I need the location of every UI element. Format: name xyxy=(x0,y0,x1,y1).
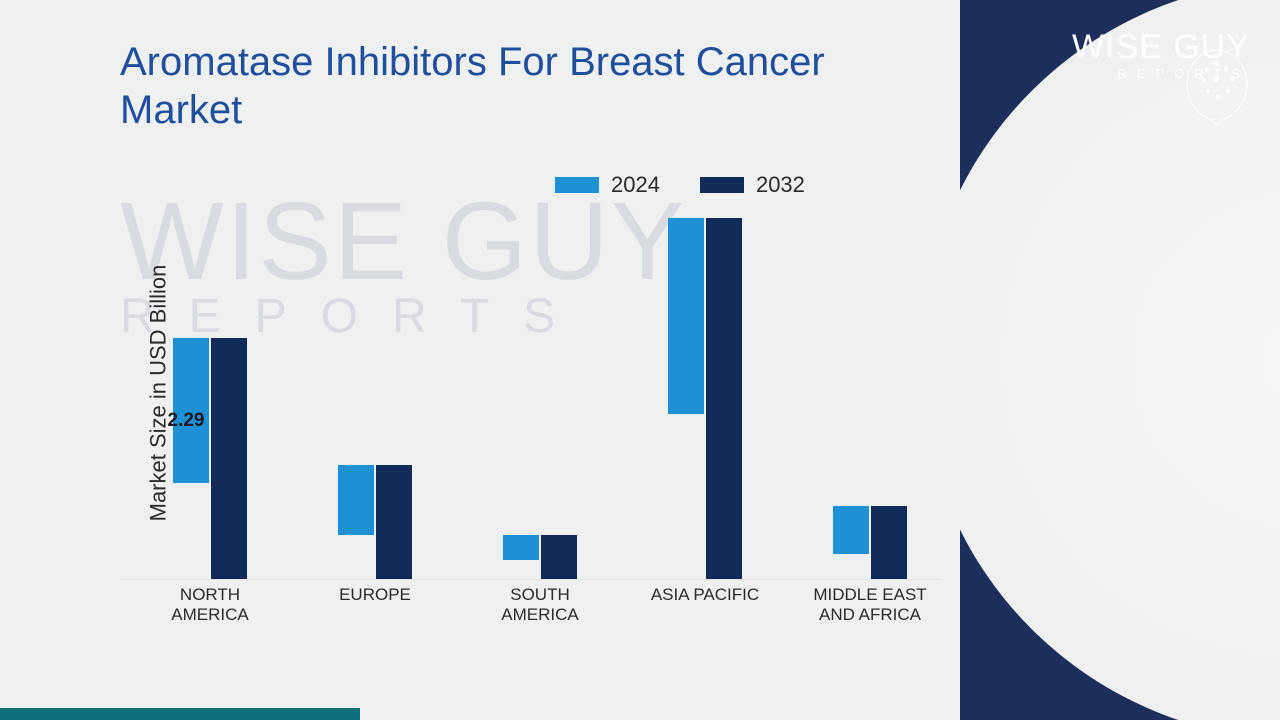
bar-group: SOUTH AMERICA xyxy=(480,535,600,579)
bar-2032 xyxy=(871,506,907,579)
bar-group: MIDDLE EAST AND AFRICA xyxy=(810,506,930,579)
bar-group: ASIA PACIFIC xyxy=(645,218,765,579)
bar-2024 xyxy=(668,218,704,414)
legend-item-2032: 2032 xyxy=(700,172,805,198)
category-label: EUROPE xyxy=(310,585,440,605)
bar-group: 2.29NORTH AMERICA xyxy=(150,338,270,579)
value-label: 2.29 xyxy=(150,410,222,432)
head-icon xyxy=(1182,45,1252,125)
bar-2032 xyxy=(706,218,742,579)
bar-2032 xyxy=(376,465,412,579)
bar-2024 xyxy=(338,465,374,535)
legend-swatch-2032 xyxy=(700,177,744,193)
legend-swatch-2024 xyxy=(555,177,599,193)
legend-item-2024: 2024 xyxy=(555,172,660,198)
category-label: MIDDLE EAST AND AFRICA xyxy=(805,585,935,624)
bar-2032 xyxy=(541,535,577,579)
bar-2024 xyxy=(503,535,539,560)
legend: 2024 2032 xyxy=(555,172,805,198)
legend-label-2032: 2032 xyxy=(756,172,805,198)
legend-label-2024: 2024 xyxy=(611,172,660,198)
category-label: ASIA PACIFIC xyxy=(640,585,770,605)
bottom-accent-strip xyxy=(0,708,360,720)
category-label: NORTH AMERICA xyxy=(145,585,275,624)
bar-2032 xyxy=(211,338,247,579)
bar-2024 xyxy=(833,506,869,554)
chart-title: Aromatase Inhibitors For Breast Cancer M… xyxy=(120,38,840,134)
page-root: WISE GUY REPORTS WISE GUY REPORTS Aromat… xyxy=(0,0,1280,720)
bar-chart: 2.29NORTH AMERICA EUROPE SOUTH AMERICA ASIA… xyxy=(120,200,940,580)
bar-group: EUROPE xyxy=(315,465,435,579)
brand-logo: WISE GUY REPORTS xyxy=(1072,30,1250,81)
category-label: SOUTH AMERICA xyxy=(475,585,605,624)
